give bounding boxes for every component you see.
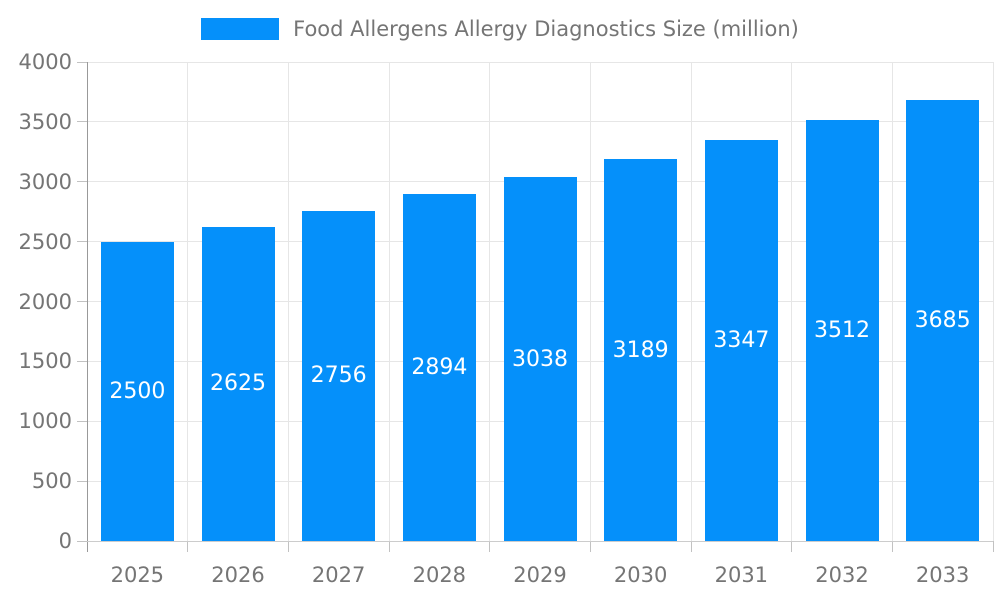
bar-2031[interactable] [704, 140, 778, 541]
y-axis-label: 500 [31, 469, 72, 494]
x-gridline [388, 62, 390, 541]
x-gridline [187, 62, 189, 541]
y-axis-label: 3000 [18, 169, 72, 194]
x-tick [690, 541, 692, 552]
bar-value-label: 3347 [713, 328, 770, 354]
bar-2030[interactable] [604, 159, 678, 541]
x-gridline [891, 62, 893, 541]
y-tick [77, 360, 87, 362]
bar-value-label: 3685 [914, 307, 971, 333]
y-tick [77, 181, 87, 183]
x-tick [287, 541, 289, 552]
x-gridline [589, 62, 591, 541]
y-axis-label: 2500 [18, 229, 72, 254]
bar-2033[interactable] [906, 99, 980, 541]
bar-2028[interactable] [402, 194, 476, 541]
y-axis-label: 3500 [18, 109, 72, 134]
x-axis-label: 2029 [513, 563, 567, 587]
bar-2025[interactable] [100, 241, 174, 541]
x-axis-label: 2030 [613, 563, 668, 587]
x-tick [489, 541, 491, 552]
y-axis-label: 1000 [18, 409, 72, 434]
x-tick [791, 541, 793, 552]
x-axis-label: 2026 [211, 563, 265, 587]
bar-value-label: 2625 [210, 371, 266, 397]
x-gridline [690, 62, 692, 541]
legend-label: Food Allergens Allergy Diagnostics Size … [293, 17, 799, 41]
y-axis-label: 0 [58, 529, 72, 553]
y-gridline [87, 61, 993, 63]
x-axis-label: 2031 [714, 563, 769, 587]
x-axis-label: 2027 [311, 563, 366, 587]
bar-2027[interactable] [302, 210, 376, 541]
y-tick [77, 301, 87, 302]
x-axis-line [87, 540, 993, 542]
bar-value-label: 3038 [512, 346, 568, 372]
bar-value-label: 2756 [310, 363, 367, 389]
x-tick [187, 541, 189, 552]
x-axis-label: 2033 [915, 563, 970, 587]
x-axis-label: 2028 [412, 563, 467, 587]
bar-value-label: 2500 [109, 378, 166, 404]
y-tick [77, 121, 87, 123]
y-axis-line [86, 62, 88, 552]
x-gridline [992, 62, 994, 541]
bar-2032[interactable] [805, 120, 879, 541]
bar-value-label: 2894 [411, 355, 468, 381]
y-gridline [87, 121, 993, 123]
bar-2026[interactable] [201, 226, 275, 541]
y-tick [77, 61, 87, 63]
x-tick [589, 541, 591, 552]
x-gridline [287, 62, 289, 541]
y-axis-label: 1500 [18, 349, 72, 374]
y-axis-label: 4000 [18, 50, 72, 74]
legend[interactable]: Food Allergens Allergy Diagnostics Size … [0, 17, 1000, 41]
x-tick [992, 541, 994, 552]
y-tick [77, 420, 87, 422]
x-axis-label: 2025 [110, 563, 165, 587]
y-axis-label: 2000 [18, 289, 72, 314]
bar-value-label: 3512 [814, 318, 870, 344]
legend-swatch-icon [201, 18, 280, 40]
x-tick [891, 541, 893, 552]
bar-value-label: 3189 [612, 337, 669, 363]
y-tick [77, 480, 87, 482]
y-tick [77, 241, 87, 243]
x-gridline [489, 62, 491, 541]
y-tick [77, 540, 87, 542]
x-gridline [791, 62, 793, 541]
x-axis-label: 2032 [815, 563, 869, 587]
bar-2029[interactable] [503, 177, 577, 541]
x-tick [388, 541, 390, 552]
